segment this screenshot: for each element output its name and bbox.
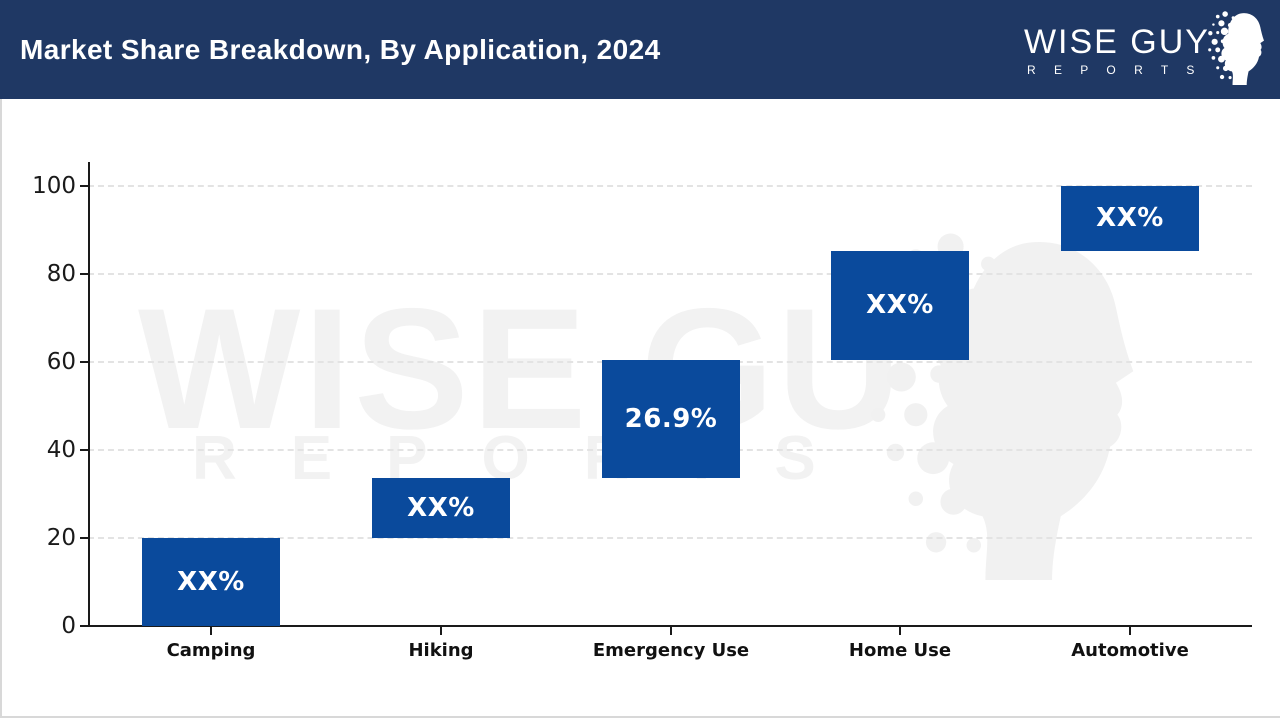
page-title: Market Share Breakdown, By Application, … xyxy=(20,33,661,65)
x-tick-5 xyxy=(1129,627,1131,635)
x-tick-4 xyxy=(899,627,901,635)
bar-automotive: XX% xyxy=(1061,185,1199,251)
gridline-20 xyxy=(88,536,1252,539)
x-tick-2 xyxy=(440,627,442,635)
x-tick-label: Emergency Use xyxy=(592,640,750,661)
bar-emergency-use: 26.9% xyxy=(602,359,740,479)
y-tick-label: 100 xyxy=(32,172,76,199)
bar-value-label: 26.9% xyxy=(624,404,718,435)
watermark-reports-text: REPORTS xyxy=(192,424,870,493)
y-tick-80 xyxy=(80,272,88,275)
bar-value-label: XX% xyxy=(1096,203,1164,234)
x-tick-3 xyxy=(670,627,672,635)
bar-value-label: XX% xyxy=(407,493,475,524)
y-tick-100 xyxy=(80,184,88,187)
gridline-80 xyxy=(88,272,1252,275)
logo-face-icon xyxy=(1208,11,1264,85)
bar-value-label: XX% xyxy=(866,290,934,321)
logo-text: WISE GUY R E P O R T S xyxy=(1024,25,1210,77)
wise-guy-reports-logo: WISE GUY R E P O R T S xyxy=(1024,11,1266,85)
y-axis-spine xyxy=(88,162,90,627)
y-tick-20 xyxy=(80,536,88,539)
header-bar: Market Share Breakdown, By Application, … xyxy=(0,0,1280,99)
x-tick-label: Home Use xyxy=(848,640,952,661)
logo-wordmark: WISE GUY xyxy=(1023,23,1210,61)
y-tick-label: 80 xyxy=(46,260,76,287)
x-tick-label: Hiking xyxy=(408,640,474,661)
x-tick-1 xyxy=(210,627,212,635)
x-tick-label: Automotive xyxy=(1071,640,1189,661)
x-axis-spine xyxy=(88,625,1252,627)
bar-camping: XX% xyxy=(142,537,280,626)
gridline-100 xyxy=(88,184,1252,187)
x-tick-label: Camping xyxy=(166,640,256,661)
y-tick-label: 60 xyxy=(46,348,76,375)
bottom-border-line xyxy=(0,716,1280,718)
y-tick-0 xyxy=(80,625,88,627)
y-tick-40 xyxy=(80,448,88,451)
left-border-line xyxy=(0,99,2,717)
y-tick-60 xyxy=(80,360,88,363)
bar-value-label: XX% xyxy=(177,566,245,597)
y-tick-label: 40 xyxy=(46,436,76,463)
y-tick-label: 0 xyxy=(61,613,76,639)
bar-hiking: XX% xyxy=(372,478,510,538)
bar-home-use: XX% xyxy=(831,250,969,360)
y-tick-label: 20 xyxy=(46,524,76,551)
logo-subtitle: R E P O R T S xyxy=(1026,63,1202,77)
